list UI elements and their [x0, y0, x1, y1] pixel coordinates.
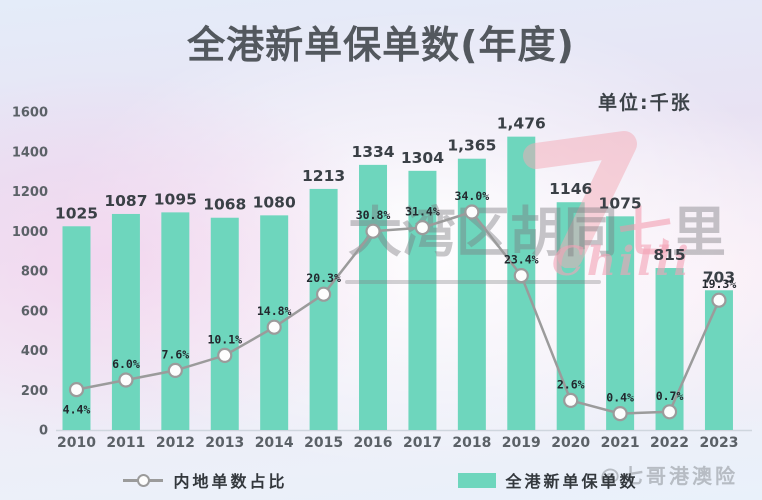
pct-label: 14.8% — [257, 304, 292, 318]
marker-2021 — [612, 406, 628, 422]
x-tick-label: 2020 — [551, 435, 590, 451]
page-title: 全港新单保单数(年度) — [187, 23, 575, 67]
pct-label: 6.0% — [112, 357, 140, 371]
bar-value-label: 1068 — [203, 196, 246, 214]
y-tick-label: 1400 — [12, 145, 48, 160]
bar-value-label: 1095 — [154, 190, 197, 208]
bar-value-label: 1213 — [302, 167, 345, 185]
x-tick-label: 2023 — [699, 435, 738, 451]
unit-label: 单位:千张 — [598, 92, 692, 114]
legend-item-bar: 全港新单保单数 — [457, 468, 639, 492]
pct-label: 0.7% — [656, 389, 684, 403]
pct-label: 2.6% — [557, 377, 585, 391]
marker-2019 — [513, 268, 529, 284]
bar-value-label: 703 — [703, 268, 735, 286]
x-tick-label: 2022 — [650, 435, 689, 451]
bar-2023 — [704, 290, 733, 430]
bar-value-label: 1,365 — [447, 137, 496, 155]
pct-label: 0.4% — [606, 391, 634, 405]
marker-2015 — [316, 286, 332, 302]
bar-2018 — [457, 158, 486, 431]
chart-legend: 内地单数占比 全港新单保单数 — [0, 468, 762, 492]
pct-label: 30.8% — [356, 208, 391, 222]
x-tick-label: 2015 — [304, 435, 343, 451]
marker-2011 — [118, 372, 134, 388]
trend-line — [76, 210, 721, 415]
marker-2017 — [414, 220, 431, 236]
y-tick-label: 0 — [39, 424, 48, 439]
bar-2022 — [655, 268, 684, 430]
marker-2020 — [563, 392, 579, 408]
x-tick-label: 2021 — [601, 435, 640, 451]
y-tick-label: 1000 — [12, 225, 48, 240]
y-tick-label: 400 — [21, 344, 48, 359]
x-tick-label: 2010 — [57, 435, 96, 451]
x-tick-label: 2014 — [255, 435, 294, 451]
marker-2012 — [167, 362, 183, 378]
marker-2014 — [266, 319, 282, 335]
bar-value-label: 1080 — [253, 193, 296, 211]
bar-value-label: 1304 — [401, 149, 444, 167]
pct-label: 7.6% — [161, 347, 189, 361]
bar-value-label: 1087 — [104, 192, 147, 210]
bar-2017 — [408, 170, 437, 430]
marker-2016 — [365, 223, 381, 239]
x-tick-label: 2017 — [403, 435, 442, 451]
bar-value-label: 1,476 — [497, 115, 546, 133]
pct-label: 10.1% — [207, 332, 242, 346]
pct-label: 20.3% — [306, 271, 341, 285]
marker-2023 — [711, 292, 727, 308]
bar-value-label: 1334 — [351, 143, 394, 161]
x-tick-label: 2018 — [452, 435, 491, 451]
x-tick-label: 2019 — [502, 435, 541, 451]
legend-item-line: 内地单数占比 — [123, 468, 287, 492]
pct-label: 31.4% — [405, 205, 440, 219]
pct-label: 23.4% — [504, 253, 539, 267]
y-tick-label: 200 — [21, 384, 48, 399]
bar-2016 — [359, 164, 388, 430]
bar-value-label: 1146 — [549, 180, 592, 198]
y-tick-label: 1600 — [12, 106, 48, 121]
y-tick-label: 1200 — [12, 185, 48, 200]
legend-bar-label: 全港新单保单数 — [505, 472, 639, 491]
pct-label: 4.4% — [63, 403, 91, 417]
x-tick-label: 2011 — [106, 435, 145, 451]
marker-2013 — [217, 347, 233, 363]
bar-2012 — [161, 212, 190, 430]
x-tick-label: 2012 — [156, 435, 195, 451]
bar-value-label: 1025 — [55, 204, 98, 222]
pct-label: 34.0% — [455, 189, 490, 203]
y-tick-label: 600 — [21, 304, 48, 319]
marker-2018 — [464, 204, 480, 220]
x-tick-label: 2013 — [205, 435, 244, 451]
y-tick-label: 800 — [21, 265, 48, 280]
bar-2011 — [111, 213, 140, 430]
marker-2010 — [68, 382, 85, 398]
bar-2015 — [309, 188, 338, 430]
bar-2013 — [210, 217, 239, 430]
bar-swatch-icon — [457, 472, 496, 488]
legend-line-label: 内地单数占比 — [173, 472, 288, 491]
bar-value-label: 815 — [653, 246, 685, 264]
marker-2022 — [661, 404, 678, 420]
line-marker-icon — [123, 474, 164, 487]
bar-value-label: 1075 — [599, 194, 642, 212]
x-tick-label: 2016 — [354, 435, 393, 451]
pct-label: 19.3% — [702, 277, 737, 291]
